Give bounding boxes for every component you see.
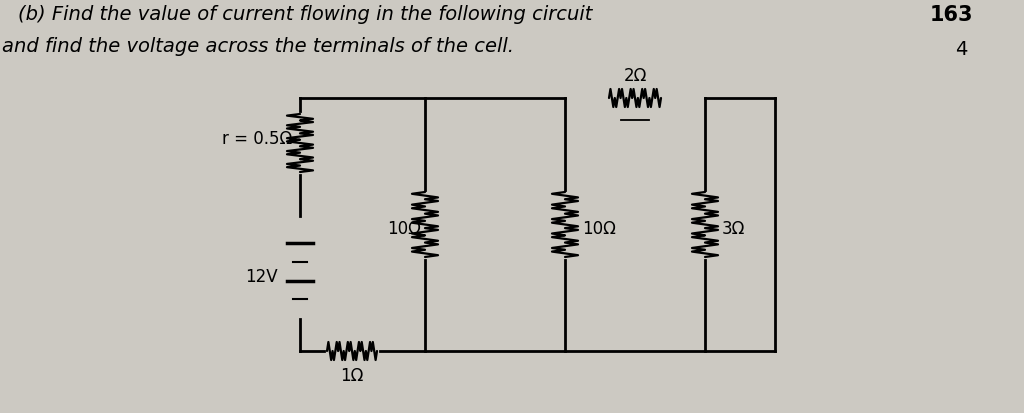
Text: r = 0.5Ω: r = 0.5Ω (222, 130, 292, 148)
Text: and find the voltage across the terminals of the cell.: and find the voltage across the terminal… (2, 37, 514, 56)
Text: 4: 4 (955, 40, 968, 59)
Text: 1Ω: 1Ω (340, 367, 364, 385)
Text: (b) Find the value of current flowing in the following circuit: (b) Find the value of current flowing in… (18, 5, 592, 24)
Text: 163: 163 (930, 5, 974, 25)
Text: 10Ω: 10Ω (582, 221, 615, 238)
Text: 10Ω: 10Ω (387, 221, 421, 238)
Text: 12V: 12V (246, 268, 278, 287)
Text: 2Ω: 2Ω (624, 67, 647, 85)
Text: 3Ω: 3Ω (722, 221, 745, 238)
